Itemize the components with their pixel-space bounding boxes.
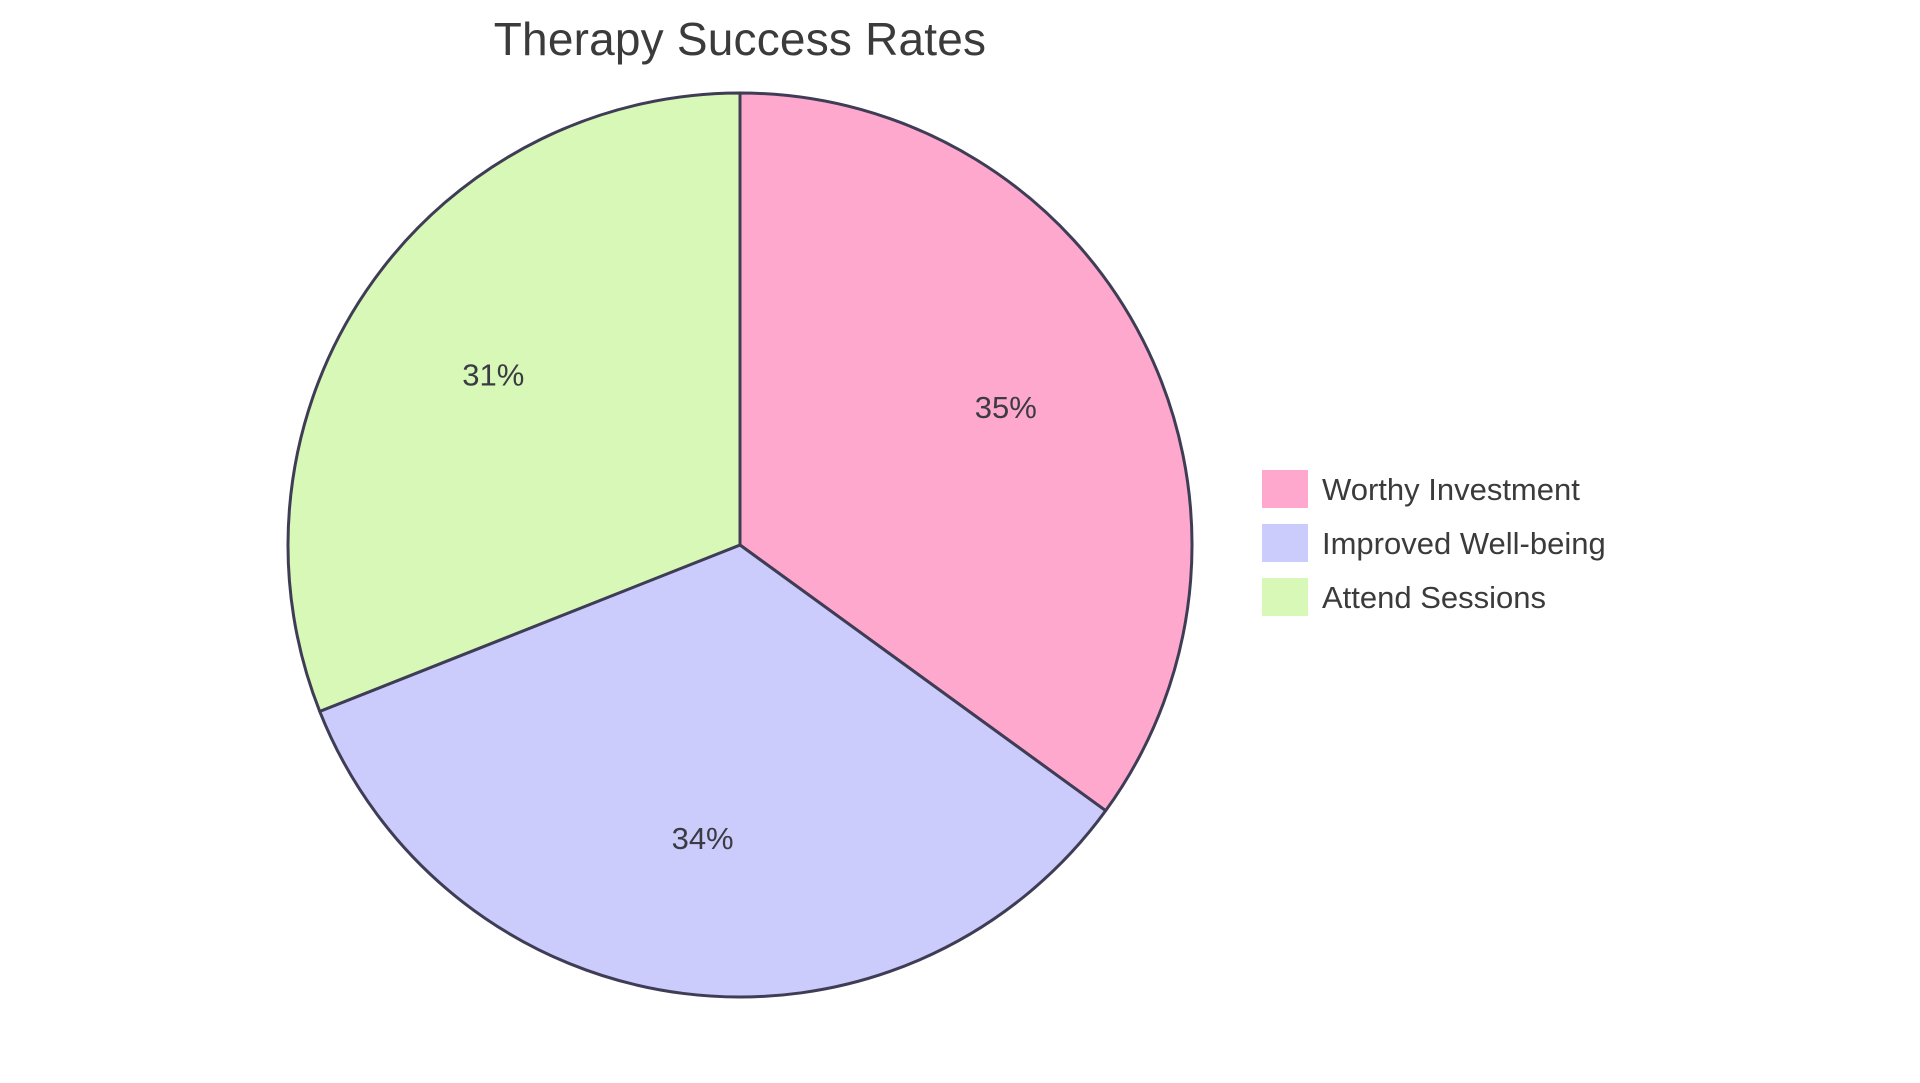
chart-legend: Worthy Investment Improved Well-being Atte…	[1262, 462, 1822, 624]
legend-item[interactable]: Improved Well-being	[1262, 516, 1822, 570]
pie-slice[interactable]	[318, 543, 1108, 999]
pie-slice-label: 34%	[672, 821, 734, 856]
legend-item[interactable]: Attend Sessions	[1262, 570, 1822, 624]
legend-color-swatch	[1262, 524, 1308, 562]
legend-color-swatch	[1262, 578, 1308, 616]
legend-item-label: Improved Well-being	[1322, 525, 1606, 561]
pie-chart-plot-area: 35% 34% 31%	[286, 91, 1194, 999]
legend-color-swatch	[1262, 470, 1308, 508]
legend-item-label: Attend Sessions	[1322, 579, 1547, 615]
pie-slice-label: 35%	[975, 390, 1037, 425]
pie-slice[interactable]	[286, 91, 742, 713]
pie-slice[interactable]	[738, 91, 1194, 813]
pie-slices-group	[286, 91, 1194, 999]
legend-item-label: Worthy Investment	[1322, 471, 1580, 507]
legend-item[interactable]: Worthy Investment	[1262, 462, 1822, 516]
pie-chart-svg: 35% 34% 31%	[286, 91, 1194, 999]
pie-slice-labels-group: 35% 34% 31%	[462, 358, 1037, 857]
pie-slice-label: 31%	[462, 358, 524, 393]
chart-title: Therapy Success Rates	[493, 13, 987, 65]
